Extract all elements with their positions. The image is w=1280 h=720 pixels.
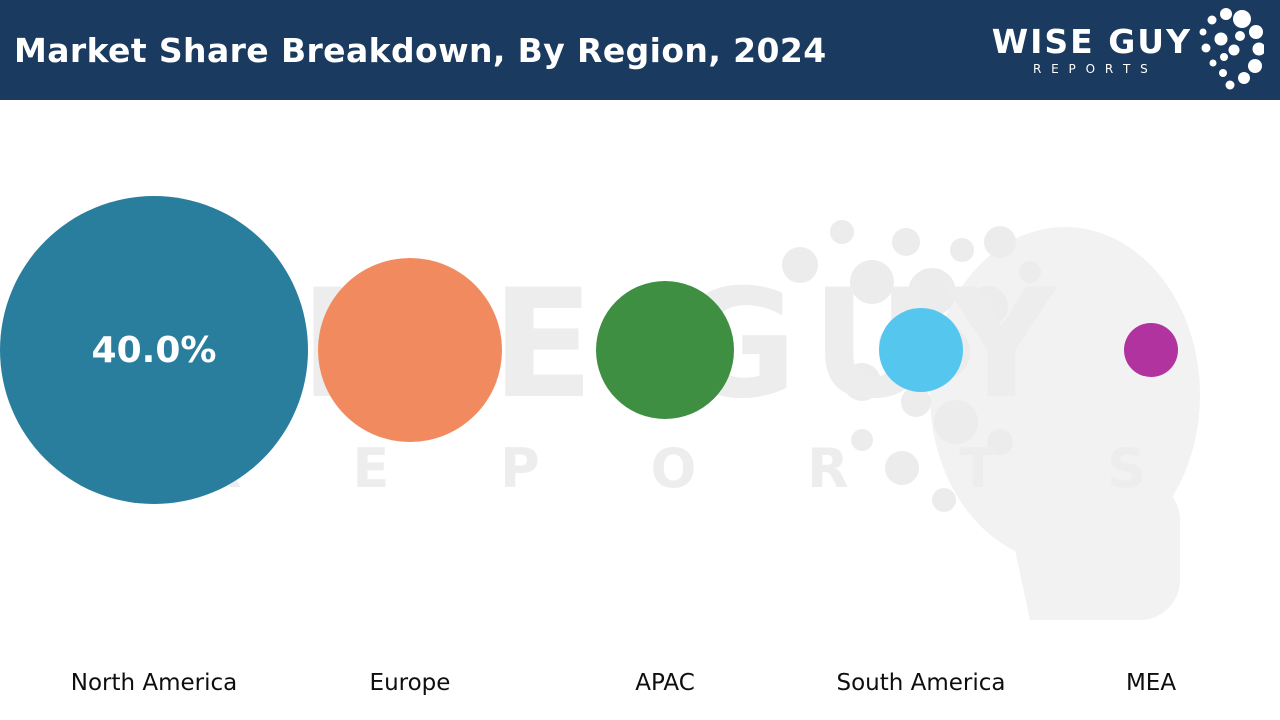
brand-logo-text: WISE GUY R E P O R T S [992, 25, 1192, 76]
brand-subtitle: R E P O R T S [1032, 61, 1151, 76]
category-label-mea: MEA [1125, 670, 1177, 696]
bubble-value-label-north-america: 40.0% [91, 329, 217, 371]
header: Market Share Breakdown, By Region, 2024 … [0, 0, 1280, 100]
category-label-apac: APAC [635, 670, 695, 696]
bubble-europe [317, 257, 503, 443]
bubble-north-america: 40.0% [0, 196, 308, 504]
page-title: Market Share Breakdown, By Region, 2024 [14, 30, 827, 70]
bubble-mea [1124, 323, 1178, 377]
watermark-subtext: R E P O R T S [200, 437, 1193, 500]
bubble-south-america [878, 307, 964, 393]
category-label-south-america: South America [836, 670, 1006, 696]
bubble-chart: WISE GUY R E P O R T S 40.0% North Ameri… [0, 100, 1280, 720]
dotted-head-icon [1199, 8, 1264, 90]
bubble-apac [595, 280, 735, 420]
category-label-europe: Europe [369, 670, 451, 696]
category-label-north-america: North America [70, 670, 238, 696]
brand-name: WISE GUY [991, 21, 1192, 61]
brand-logo: WISE GUY R E P O R T S [992, 8, 1264, 92]
